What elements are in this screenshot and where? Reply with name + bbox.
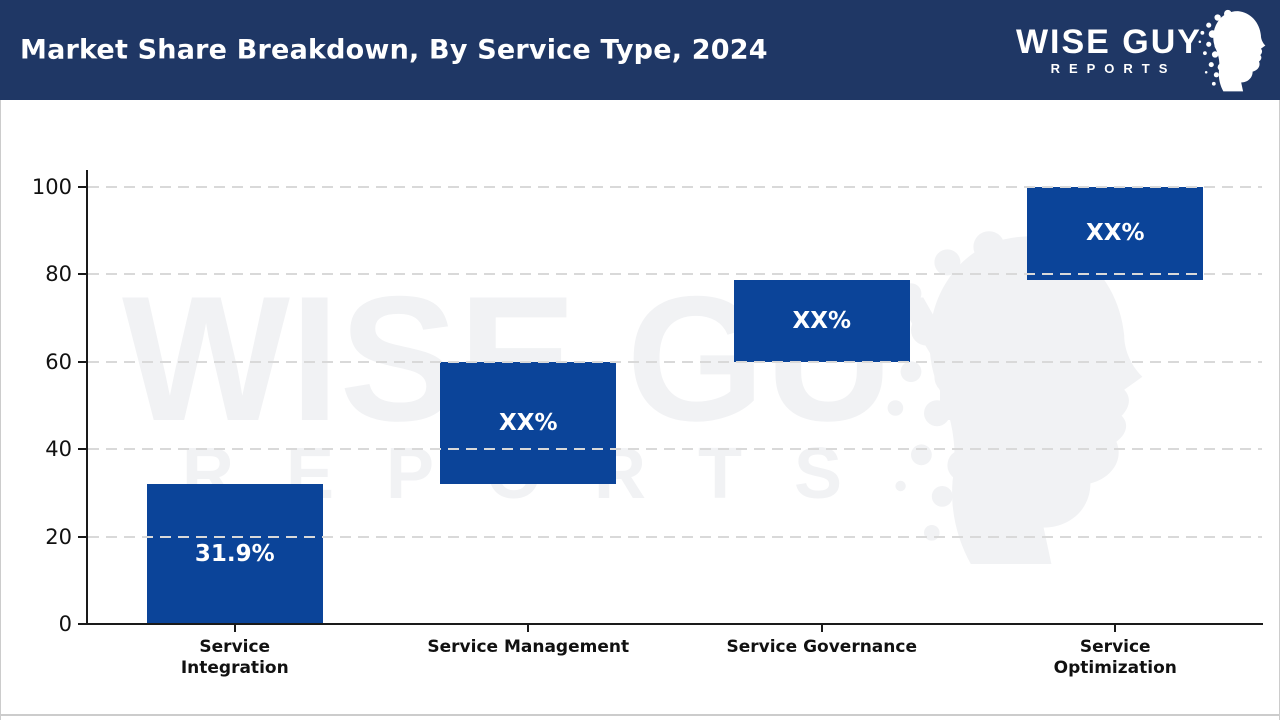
- y-tick-mark: [78, 273, 87, 275]
- y-tick-label: 0: [58, 612, 72, 636]
- brand-logo-text: WISE GUY REPORTS: [1016, 25, 1202, 75]
- x-tick-mark: [820, 624, 823, 632]
- header-bar: Market Share Breakdown, By Service Type,…: [0, 0, 1280, 100]
- left-border-line: [0, 100, 1, 720]
- brand-name: WISE GUY: [1015, 23, 1202, 61]
- y-tick-mark: [78, 360, 87, 363]
- brand-subname: REPORTS: [1050, 61, 1177, 76]
- y-axis-line: [86, 170, 88, 625]
- bar-value-label: XX%: [1085, 220, 1145, 247]
- brand-logo: WISE GUY REPORTS: [1016, 0, 1266, 100]
- bar: [1027, 186, 1204, 281]
- gridline: [88, 360, 1262, 363]
- y-tick-label: 20: [45, 524, 72, 549]
- y-tick-label: 60: [45, 349, 72, 374]
- bar-value-label: XX%: [498, 409, 558, 436]
- y-tick-label: 80: [45, 262, 72, 286]
- y-tick-mark: [78, 185, 87, 188]
- category-label: Service Management: [427, 637, 630, 657]
- y-tick-label: 100: [31, 174, 72, 199]
- bar: [733, 280, 910, 362]
- bar-value-label: 31.9%: [194, 541, 275, 568]
- y-tick-mark: [78, 535, 87, 538]
- bar: [146, 484, 323, 624]
- gridline: [88, 448, 1262, 450]
- gridline: [88, 535, 1262, 538]
- category-label: Service Integration: [180, 637, 289, 678]
- bottom-border-line: [0, 714, 1280, 716]
- bar: [440, 361, 617, 485]
- y-tick-label: 40: [45, 437, 72, 461]
- category-label: Service Governance: [726, 637, 917, 657]
- category-label: Service Optimization: [1053, 637, 1177, 678]
- x-tick-mark: [233, 624, 236, 632]
- page-title: Market Share Breakdown, By Service Type,…: [20, 34, 768, 66]
- y-tick-mark: [78, 623, 87, 625]
- x-tick-mark: [527, 624, 530, 632]
- bar-value-label: XX%: [792, 307, 851, 334]
- x-axis-line: [86, 623, 1263, 625]
- x-tick-mark: [1114, 624, 1117, 632]
- dotted-face-profile-icon: [1196, 6, 1266, 94]
- gridline: [88, 273, 1262, 275]
- gridline: [88, 185, 1262, 188]
- y-tick-mark: [78, 448, 87, 450]
